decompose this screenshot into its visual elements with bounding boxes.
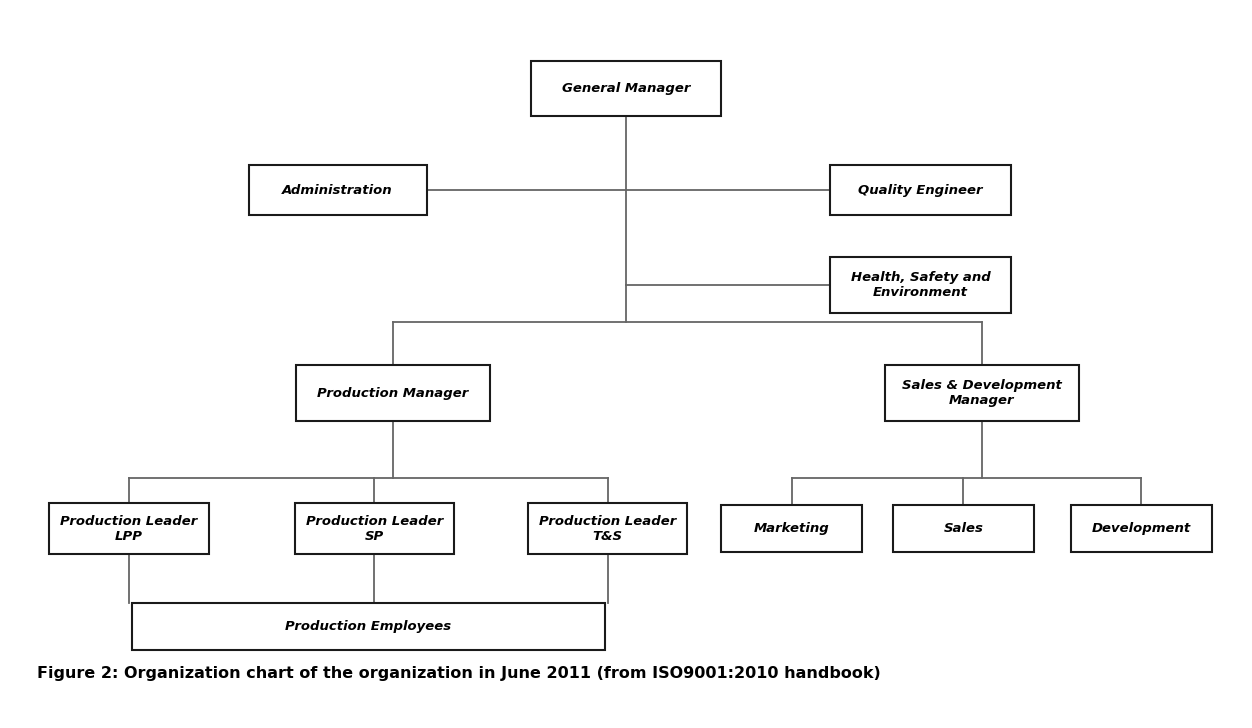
FancyBboxPatch shape bbox=[721, 505, 863, 553]
Text: Production Leader
LPP: Production Leader LPP bbox=[60, 515, 198, 542]
FancyBboxPatch shape bbox=[1070, 505, 1212, 553]
FancyBboxPatch shape bbox=[294, 503, 454, 554]
Text: Health, Safety and
Environment: Health, Safety and Environment bbox=[850, 271, 990, 299]
Text: Production Leader
SP: Production Leader SP bbox=[305, 515, 443, 542]
FancyBboxPatch shape bbox=[885, 365, 1079, 421]
FancyBboxPatch shape bbox=[133, 603, 605, 651]
Text: Production Leader
T&S: Production Leader T&S bbox=[538, 515, 676, 542]
Text: Development: Development bbox=[1092, 522, 1191, 535]
Text: Administration: Administration bbox=[283, 183, 393, 197]
FancyBboxPatch shape bbox=[49, 503, 209, 554]
Text: Sales: Sales bbox=[944, 522, 983, 535]
Text: Production Employees: Production Employees bbox=[285, 620, 452, 633]
FancyBboxPatch shape bbox=[528, 503, 687, 554]
FancyBboxPatch shape bbox=[249, 165, 427, 215]
FancyBboxPatch shape bbox=[830, 257, 1012, 312]
FancyBboxPatch shape bbox=[830, 165, 1012, 215]
Text: Figure 2: Organization chart of the organization in June 2011 (from ISO9001:2010: Figure 2: Organization chart of the orga… bbox=[38, 666, 881, 681]
Text: Quality Engineer: Quality Engineer bbox=[858, 183, 983, 197]
FancyBboxPatch shape bbox=[295, 365, 490, 421]
FancyBboxPatch shape bbox=[531, 61, 721, 116]
Text: General Manager: General Manager bbox=[562, 82, 690, 95]
FancyBboxPatch shape bbox=[893, 505, 1034, 553]
Text: Marketing: Marketing bbox=[754, 522, 830, 535]
Text: Production Manager: Production Manager bbox=[317, 387, 468, 400]
Text: Sales & Development
Manager: Sales & Development Manager bbox=[901, 379, 1062, 407]
